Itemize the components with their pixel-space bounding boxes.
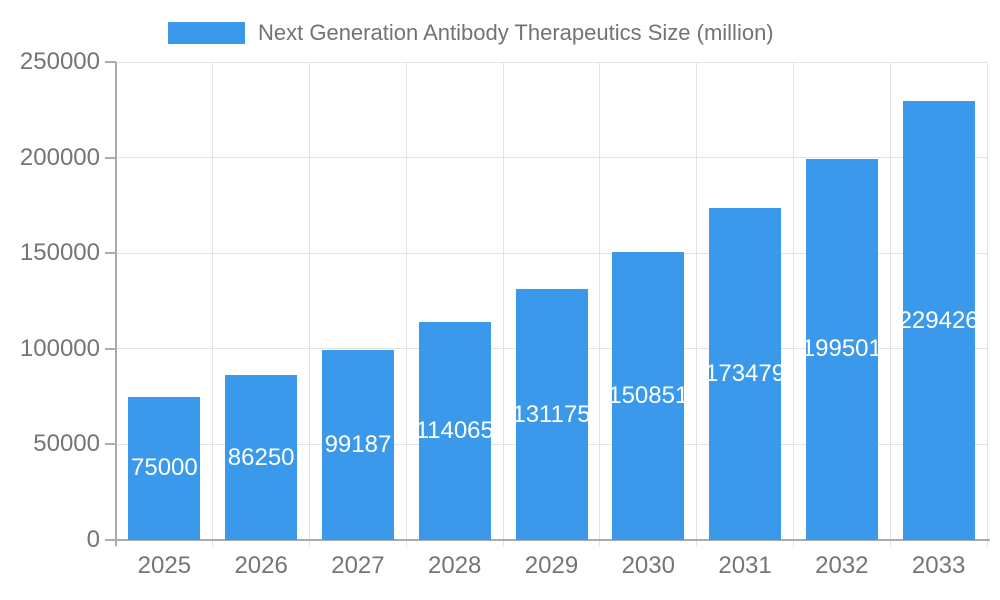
gridline-vertical <box>212 62 214 540</box>
x-axis-tick <box>212 540 214 547</box>
bar-value-label: 99187 <box>324 431 392 459</box>
bar-value-label: 131175 <box>512 400 591 428</box>
y-axis-line <box>115 62 117 546</box>
bar-value-label: 150851 <box>608 381 689 409</box>
legend-label: Next Generation Antibody Therapeutics Si… <box>258 20 774 45</box>
x-axis-line <box>116 539 990 541</box>
y-axis-label: 100000 <box>19 334 100 362</box>
gridline-vertical <box>599 62 601 540</box>
x-axis-label: 2030 <box>621 552 675 579</box>
chart-legend[interactable]: Next Generation Antibody Therapeutics Si… <box>168 20 774 46</box>
gridline-vertical <box>309 62 311 540</box>
x-axis-tick <box>599 540 601 547</box>
bar-value-label: 86250 <box>227 443 295 471</box>
bar[interactable]: 86250 <box>225 375 298 540</box>
bar-value-label: 173479 <box>705 360 786 388</box>
y-axis-label: 0 <box>86 526 100 553</box>
x-axis-tick <box>986 540 988 547</box>
y-axis-tick <box>105 156 116 159</box>
y-axis-label: 50000 <box>33 430 100 458</box>
bar[interactable]: 114065 <box>415 321 494 540</box>
x-axis-tick <box>502 540 504 547</box>
y-axis-tick <box>105 539 116 541</box>
gridline-horizontal <box>116 157 987 159</box>
bar-value-label: 75000 <box>131 454 198 482</box>
y-axis-tick <box>105 347 116 350</box>
x-axis-tick <box>696 540 698 547</box>
y-axis-label: 150000 <box>19 239 100 267</box>
gridline-vertical <box>986 62 988 540</box>
x-axis-tick <box>889 540 891 547</box>
x-axis-label: 2028 <box>428 552 482 579</box>
y-axis-tick <box>105 443 116 446</box>
x-axis-tick <box>792 540 794 547</box>
x-axis-label: 2025 <box>137 552 192 579</box>
y-axis-label: 250000 <box>19 48 100 75</box>
bar-value-label: 229426 <box>898 306 979 334</box>
gridline-vertical <box>696 62 698 540</box>
bar[interactable]: 131175 <box>512 289 591 540</box>
bar[interactable]: 99187 <box>321 350 394 540</box>
legend-color-swatch <box>168 22 245 44</box>
bar[interactable]: 75000 <box>128 396 201 540</box>
bar[interactable]: 150851 <box>608 251 688 540</box>
bar[interactable]: 199501 <box>802 158 882 540</box>
y-axis-tick <box>105 61 116 63</box>
x-axis-tick <box>405 540 407 547</box>
x-axis-tick <box>309 540 311 547</box>
x-axis-label: 2026 <box>234 552 288 579</box>
x-axis-label: 2033 <box>911 552 966 579</box>
bar-value-label: 199501 <box>801 335 882 363</box>
gridline-vertical <box>502 62 504 540</box>
x-axis-label: 2031 <box>718 552 772 579</box>
gridline-horizontal <box>116 252 987 254</box>
x-axis-label: 2029 <box>524 552 579 579</box>
gridline-vertical <box>405 62 407 540</box>
x-axis-label: 2032 <box>815 552 869 579</box>
y-axis-tick <box>105 252 116 255</box>
gridline-horizontal <box>116 61 987 63</box>
x-axis-label: 2027 <box>331 552 385 579</box>
bar-value-label: 114065 <box>415 416 494 444</box>
gridline-vertical <box>889 62 891 540</box>
y-axis-label: 200000 <box>19 143 100 171</box>
gridline-vertical <box>792 62 794 540</box>
bar[interactable]: 229426 <box>899 101 979 540</box>
bar[interactable]: 173479 <box>705 208 785 540</box>
